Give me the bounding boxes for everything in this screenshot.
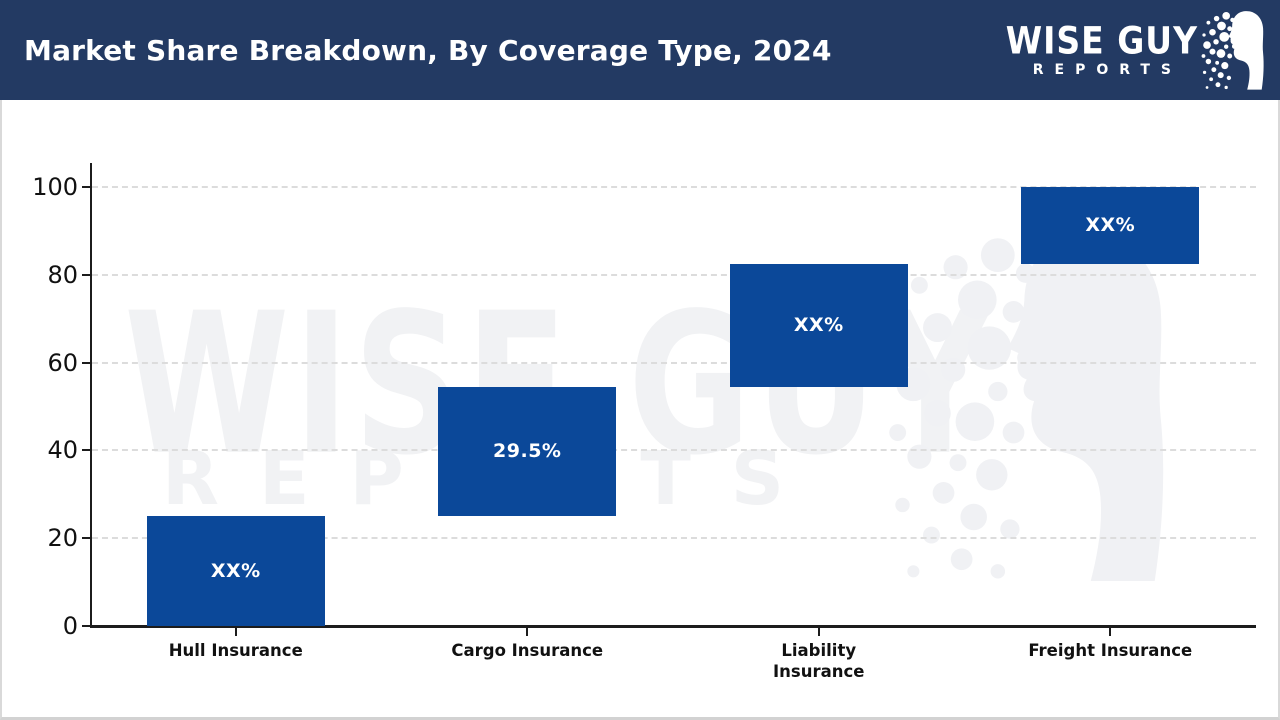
bar-value-label: XX% xyxy=(793,314,844,337)
y-axis-tick-label: 20 xyxy=(47,524,78,553)
wiseguy-logo: WISE GUY REPORTS xyxy=(1006,9,1266,91)
y-axis-line xyxy=(90,163,92,627)
gridline xyxy=(92,186,1256,188)
gridline xyxy=(92,449,1256,452)
x-axis-label: Hull Insurance xyxy=(168,641,303,660)
logo-subtitle: REPORTS xyxy=(1032,61,1183,78)
y-axis-tick-label: 100 xyxy=(32,173,78,201)
chart-bar: XX% xyxy=(729,263,908,387)
y-axis-tick-label: 80 xyxy=(47,260,78,289)
y-axis-tick xyxy=(82,361,90,364)
y-axis-tick xyxy=(82,449,90,452)
x-axis-tick xyxy=(234,628,237,636)
y-axis-tick-label: 40 xyxy=(47,436,78,465)
gridline xyxy=(92,273,1256,276)
header: Market Share Breakdown, By Coverage Type… xyxy=(0,0,1280,100)
x-axis-line xyxy=(90,625,1256,628)
x-axis-tick xyxy=(817,628,820,636)
y-axis-tick xyxy=(82,186,90,188)
y-axis-tick-label: 0 xyxy=(62,612,78,640)
gridline xyxy=(92,361,1256,364)
x-axis-label: Cargo Insurance xyxy=(451,641,604,660)
x-axis-label: Liability Insurance xyxy=(773,641,865,681)
logo-wordmark: WISE GUY xyxy=(1005,18,1198,62)
y-axis-tick xyxy=(82,537,90,540)
logo-text: WISE GUY REPORTS xyxy=(1005,18,1198,78)
y-axis-tick-label: 60 xyxy=(47,348,78,377)
gridline xyxy=(92,537,1256,540)
logo-head-icon xyxy=(1200,9,1266,91)
y-axis-tick xyxy=(82,273,90,276)
page-title: Market Share Breakdown, By Coverage Type… xyxy=(24,33,832,67)
bar-value-label: 29.5% xyxy=(493,440,562,463)
y-axis-tick xyxy=(82,625,90,627)
bar-chart: 0 20 40 60 80 100 Hull Insurance XX% Cargo Insur… xyxy=(2,100,1278,717)
chart-bar: 29.5% xyxy=(438,386,617,517)
chart-bar: XX% xyxy=(146,516,325,626)
bar-value-label: XX% xyxy=(210,560,261,583)
chart-bar: XX% xyxy=(1021,187,1200,264)
x-axis-tick xyxy=(526,628,529,636)
x-axis-tick xyxy=(1109,628,1112,636)
x-axis-label: Freight Insurance xyxy=(1028,641,1193,660)
bar-value-label: XX% xyxy=(1085,214,1136,237)
